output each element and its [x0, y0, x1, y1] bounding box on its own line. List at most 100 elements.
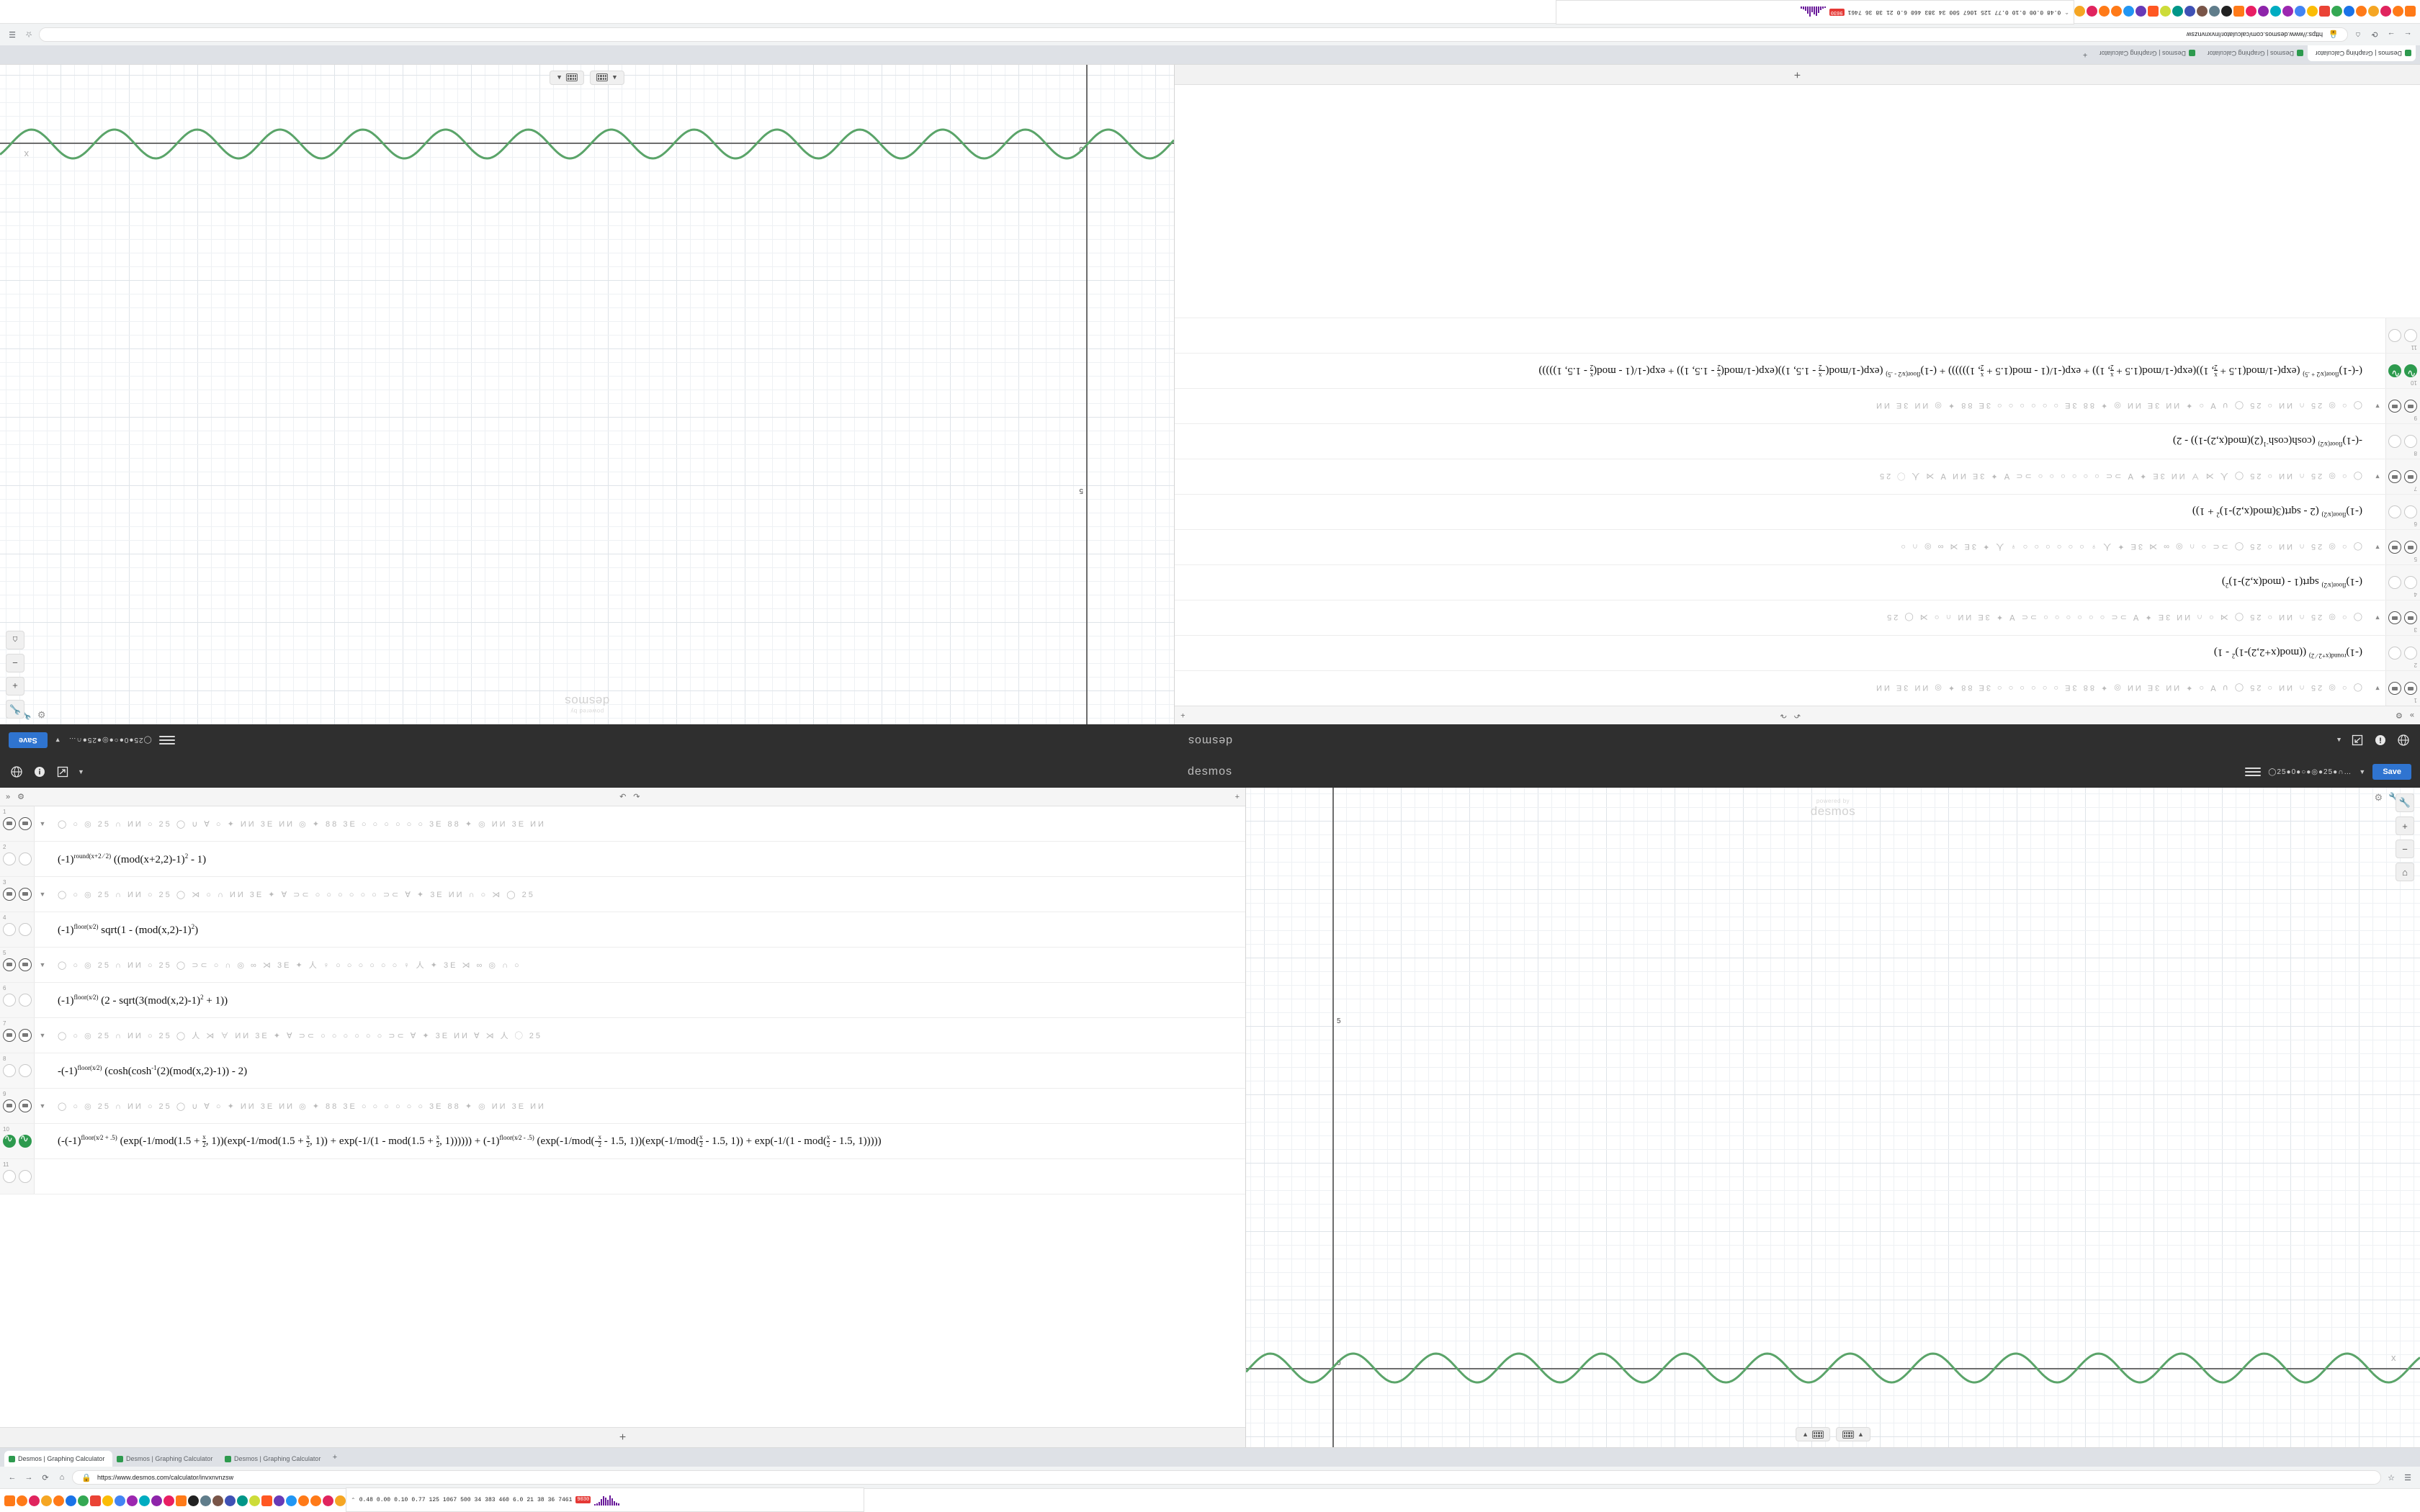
graph-canvas[interactable]: 50x ⚙ 🔧 ☰ 🔧 + − ⌂ pow — [0, 65, 1174, 724]
url-input[interactable]: 🔒 https://www.desmos.com/calculator/invx… — [39, 27, 2348, 42]
double-chevron-icon[interactable]: » — [6, 792, 11, 801]
expression-visibility-toggle[interactable] — [18, 1170, 32, 1183]
expression-row[interactable]: 6 (-1)floor(x⁄2) (2 - sqrt(3(mod(x,2)-1)2… — [0, 983, 1245, 1018]
graph-wrench-button[interactable]: 🔧 — [2396, 793, 2414, 812]
browser-extension-icon[interactable] — [298, 1495, 309, 1506]
expression-visibility-toggle[interactable] — [2404, 400, 2418, 413]
chevron-down-icon[interactable]: ▼ — [39, 820, 46, 827]
expression-row[interactable]: 11 — [1175, 318, 2420, 353]
browser-extension-icon[interactable] — [225, 1495, 236, 1506]
browser-extension-icon[interactable] — [249, 1495, 260, 1506]
expression-visibility-toggle[interactable] — [2, 1064, 16, 1077]
expression-body[interactable]: (-(-1)floor(x⁄2 + .5) (exp(-1/mod(1.5 + … — [1175, 354, 2370, 388]
expression-row[interactable]: 5 ▼ ◯ ○ ◎ 25 ∩ ИИ ○ 25 ◯ ⊃⊂ ○ ∩ ◎ ∞ ⋊ 3E ✦… — [0, 948, 1245, 983]
browser-extension-icon[interactable] — [2380, 6, 2391, 17]
zoom-in-button[interactable]: + — [2396, 816, 2414, 835]
expression-visibility-toggle[interactable] — [2404, 541, 2418, 554]
expression-visibility-toggle[interactable] — [2, 1135, 16, 1148]
browser-extension-icon[interactable] — [188, 1495, 199, 1506]
browser-extension-icon[interactable] — [310, 1495, 321, 1506]
expression-body[interactable]: ◯ ○ ◎ 25 ∩ ИИ ○ 25 ◯ ⋊ ○ ∩ ИИ 3E ✦ ∀ ⊃⊂ … — [50, 877, 1245, 912]
chevron-down-icon[interactable]: ▼ — [2374, 473, 2381, 480]
graph-settings-icon[interactable]: ⚙ — [2374, 792, 2383, 803]
browser-extension-icon[interactable] — [2405, 6, 2416, 17]
save-button[interactable]: Save — [2372, 764, 2412, 780]
expression-visibility-toggle[interactable] — [2388, 611, 2402, 624]
expression-list[interactable]: 1 ▼ ◯ ○ ◎ 25 ∩ ИИ ○ 25 ◯ ∪ ∀ ○ ✦ ИИ 3E ИИ … — [0, 806, 1245, 1427]
browser-extension-icon[interactable] — [4, 1495, 15, 1506]
star-icon[interactable]: ☆ — [2388, 1473, 2395, 1482]
expression-body[interactable] — [1175, 318, 2370, 353]
expression-visibility-toggle[interactable] — [18, 1135, 32, 1148]
home-icon[interactable]: ⌂ — [6, 631, 24, 649]
expression-row[interactable]: 3 ▼ ◯ ○ ◎ 25 ∩ ИИ ○ 25 ◯ ⋊ ○ ∩ ИИ 3E ✦ ∀ ⊃… — [0, 877, 1245, 912]
browser-extension-icon[interactable] — [274, 1495, 284, 1506]
browser-extension-icon[interactable] — [2258, 6, 2269, 17]
expression-visibility-toggle[interactable] — [2388, 364, 2402, 377]
expression-body[interactable]: ◯ ○ ◎ 25 ∩ ИИ ○ 25 ◯ 人 ⋊ ∀ ИИ 3E ✦ ∀ ⊃⊂ … — [1175, 459, 2370, 494]
browser-extension-icon[interactable] — [2282, 6, 2293, 17]
expression-body[interactable]: (-1)floor(x⁄2) (2 - sqrt(3(mod(x,2)-1)2 … — [1175, 495, 2370, 529]
expression-visibility-toggle[interactable] — [2404, 435, 2418, 448]
browser-extension-icon[interactable] — [29, 1495, 40, 1506]
add-expression-button[interactable]: + — [1793, 68, 1801, 81]
graph-settings-icon[interactable]: ⚙ — [37, 709, 46, 720]
globe-icon[interactable] — [2396, 732, 2411, 748]
browser-tab[interactable]: Desmos | Graphing Calculator — [112, 1451, 220, 1467]
browser-extension-icon[interactable] — [2221, 6, 2232, 17]
expression-visibility-toggle[interactable] — [2, 994, 16, 1007]
expression-row[interactable]: 8 -(-1)floor(x⁄2) (cosh(cosh-1(2)(mod(x,2… — [1175, 423, 2420, 459]
chevron-down-icon[interactable]: ▼ — [54, 737, 61, 744]
browser-extension-icon[interactable] — [2172, 6, 2183, 17]
expression-row[interactable]: 11 — [0, 1159, 1245, 1194]
graph-wrench-button[interactable]: 🔧 — [6, 700, 24, 719]
expression-visibility-toggle[interactable] — [2388, 682, 2402, 695]
browser-extension-icon[interactable] — [2246, 6, 2257, 17]
plus-icon[interactable]: + — [1234, 792, 1240, 801]
expression-visibility-toggle[interactable] — [2388, 470, 2402, 483]
expression-body[interactable]: -(-1)floor(x⁄2) (cosh(cosh-1(2)(mod(x,2)… — [50, 1053, 1245, 1088]
keypad-toggle-right[interactable]: ▲ — [550, 71, 584, 85]
expression-body[interactable] — [50, 1159, 1245, 1194]
chevron-down-icon[interactable]: ▼ — [39, 1032, 46, 1039]
expression-body[interactable]: ◯ ○ ◎ 25 ∩ ИИ ○ 25 ◯ ∪ ∀ ○ ✦ ИИ 3E ИИ ◎ … — [1175, 389, 2370, 423]
expression-visibility-toggle[interactable] — [2404, 364, 2418, 377]
expression-list-icon[interactable] — [158, 732, 175, 748]
expression-body[interactable]: ◯ ○ ◎ 25 ∩ ИИ ○ 25 ◯ ∪ ∀ ○ ✦ ИИ 3E ИИ ◎ … — [50, 806, 1245, 841]
browser-extension-icon[interactable] — [2148, 6, 2159, 17]
expression-body[interactable]: ◯ ○ ◎ 25 ∩ ИИ ○ 25 ◯ 人 ⋊ ∀ ИИ 3E ✦ ∀ ⊃⊂ … — [50, 1018, 1245, 1053]
expression-visibility-toggle[interactable] — [2404, 505, 2418, 518]
browser-extension-icon[interactable] — [139, 1495, 150, 1506]
browser-tab[interactable]: Desmos | Graphing Calculator — [2200, 45, 2308, 61]
browser-extension-icon[interactable] — [151, 1495, 162, 1506]
double-chevron-icon[interactable]: » — [2409, 711, 2414, 720]
browser-tab[interactable]: Desmos | Graphing Calculator — [4, 1451, 112, 1467]
home-icon[interactable]: ⌂ — [2355, 30, 2361, 39]
expression-row[interactable]: 3 ▼ ◯ ○ ◎ 25 ∩ ИИ ○ 25 ◯ ⋊ ○ ∩ ИИ 3E ✦ ∀ ⊃… — [1175, 600, 2420, 635]
browser-extension-icon[interactable] — [2209, 6, 2220, 17]
chevron-down-icon[interactable]: ▼ — [39, 961, 46, 968]
browser-extension-icon[interactable] — [2197, 6, 2208, 17]
expression-visibility-toggle[interactable] — [18, 888, 32, 901]
expression-body[interactable]: ◯ ○ ◎ 25 ∩ ИИ ○ 25 ◯ ∪ ∀ ○ ✦ ИИ 3E ИИ ◎ … — [1175, 671, 2370, 706]
share-icon[interactable] — [2349, 732, 2365, 748]
expression-visibility-toggle[interactable] — [2404, 470, 2418, 483]
chevron-down-icon[interactable]: ▼ — [2374, 544, 2381, 551]
chevron-down-icon[interactable]: ▼ — [2374, 402, 2381, 410]
browser-extension-icon[interactable] — [53, 1495, 64, 1506]
undo-icon[interactable]: ↶ — [619, 793, 627, 801]
expression-visibility-toggle[interactable] — [18, 958, 32, 971]
expression-visibility-toggle[interactable] — [18, 994, 32, 1007]
browser-tab[interactable]: Desmos | Graphing Calculator — [2092, 45, 2200, 61]
browser-extension-icon[interactable] — [2393, 6, 2403, 17]
browser-extension-icon[interactable] — [2319, 6, 2330, 17]
expression-row[interactable]: 1 ▼ ◯ ○ ◎ 25 ∩ ИИ ○ 25 ◯ ∪ ∀ ○ ✦ ИИ 3E ИИ … — [1175, 670, 2420, 706]
gear-icon[interactable]: ⚙ — [17, 793, 24, 801]
expression-visibility-toggle[interactable] — [2404, 329, 2418, 342]
expression-row[interactable]: 1 ▼ ◯ ○ ◎ 25 ∩ ИИ ○ 25 ◯ ∪ ∀ ○ ✦ ИИ 3E ИИ … — [0, 806, 1245, 842]
expression-visibility-toggle[interactable] — [2388, 505, 2402, 518]
expression-visibility-toggle[interactable] — [2, 1029, 16, 1042]
keypad-toggle-left[interactable]: ▲ — [590, 71, 624, 85]
expression-visibility-toggle[interactable] — [18, 1064, 32, 1077]
browser-tab[interactable]: Desmos | Graphing Calculator — [2308, 45, 2416, 61]
